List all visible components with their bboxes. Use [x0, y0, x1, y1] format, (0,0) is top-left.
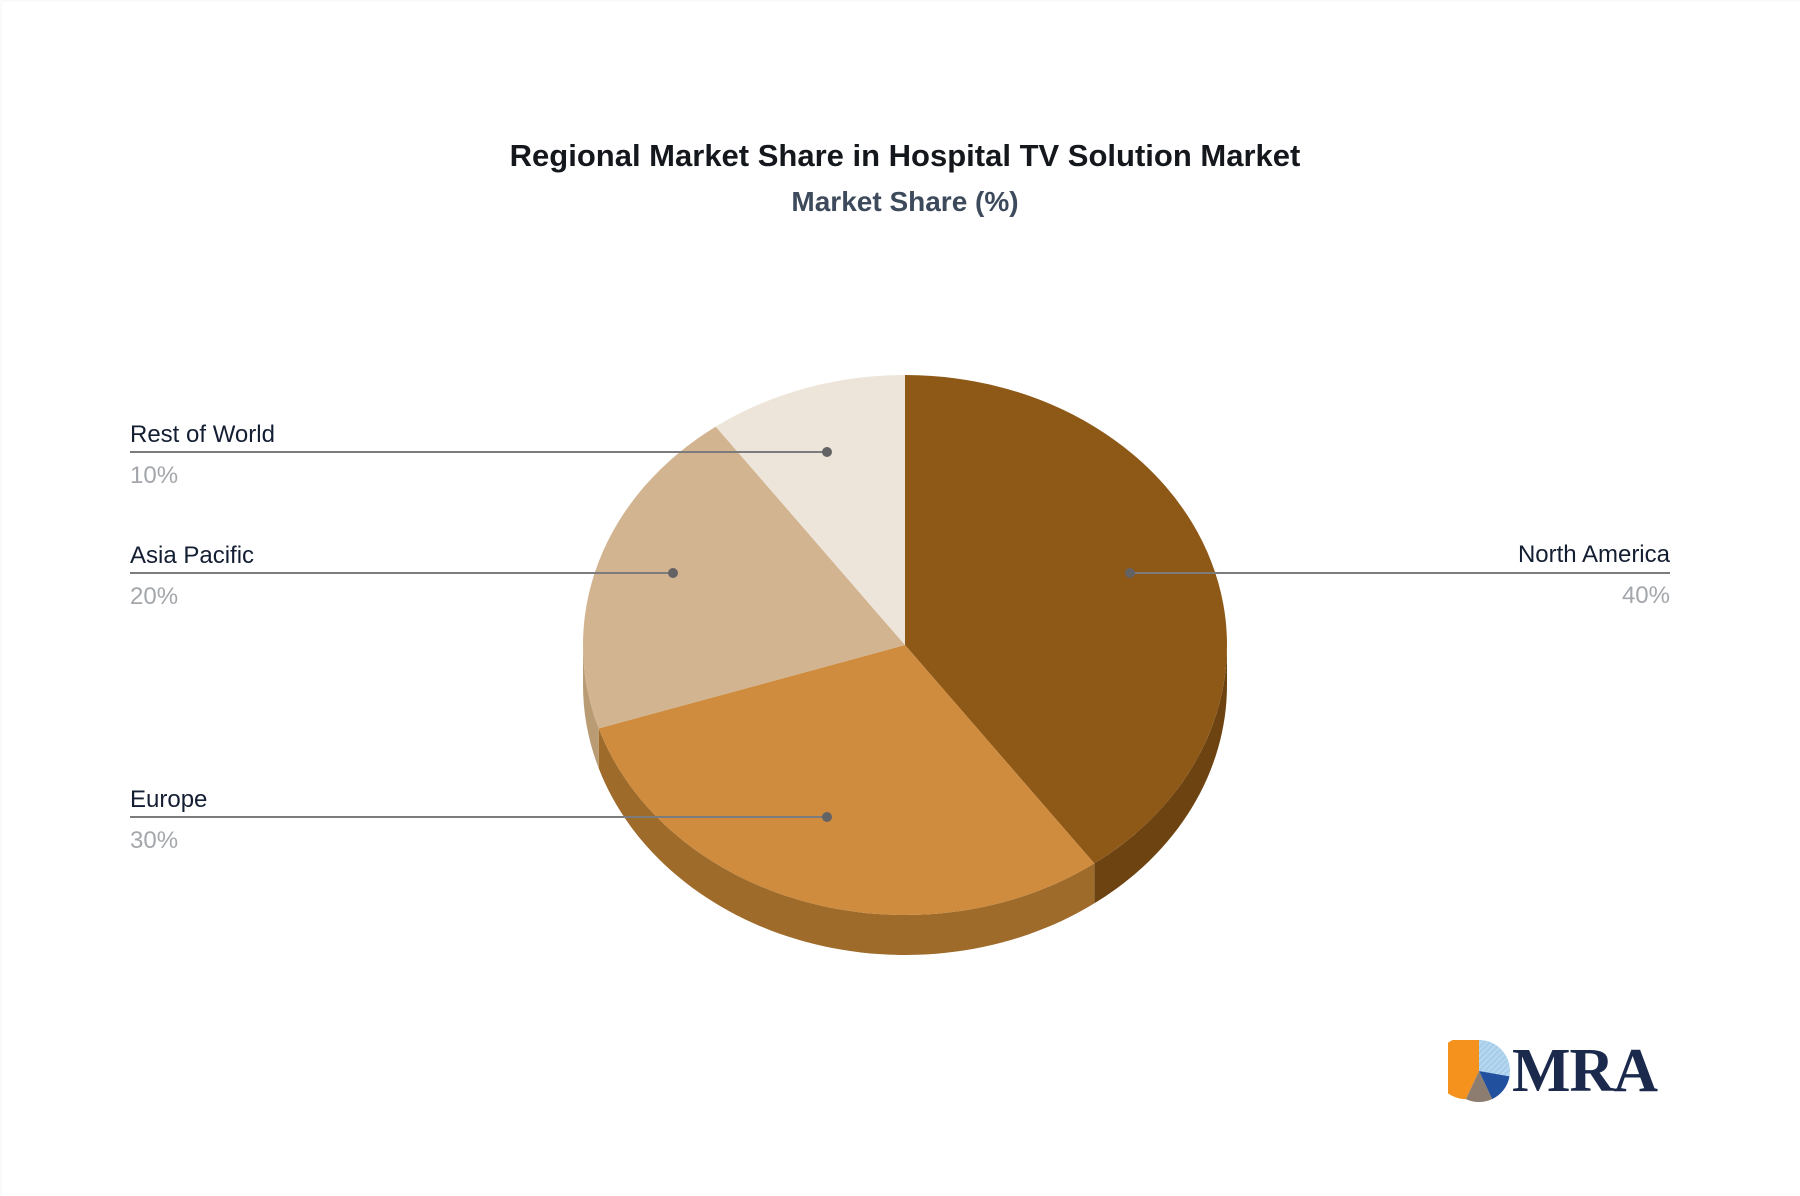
- logo-slice-light-blue: [1479, 1040, 1510, 1077]
- pie-slice-rest-of-world[interactable]: [715, 375, 905, 645]
- pie-chart-logo-icon: [1448, 1040, 1510, 1102]
- leader-dot-asia-pacific: [668, 568, 678, 578]
- pie-slice-side-north-america: [1094, 645, 1227, 904]
- slice-value-text: 40%: [1621, 582, 1670, 609]
- logo-slice-dark-blue: [1479, 1071, 1510, 1100]
- slice-value-text: 30%: [130, 827, 179, 854]
- pie-slice-side-europe: [598, 728, 1095, 955]
- slice-value-text: 20%: [130, 583, 179, 610]
- slice-label-asia-pacific: Asia Pacific 20%: [130, 542, 254, 611]
- slice-label-north-america: North America 40%: [1518, 541, 1670, 610]
- pie-slice-side-asia-pacific: [583, 645, 599, 769]
- logo-slice-orange: [1448, 1040, 1479, 1100]
- chart-subtitle: Market Share (%): [791, 186, 1019, 217]
- slice-label-rest-of-world: Rest of World 10%: [130, 421, 275, 490]
- pie-slice-north-america[interactable]: [905, 375, 1227, 864]
- slice-label-text: Asia Pacific: [130, 542, 255, 569]
- pie-slice-asia-pacific[interactable]: [583, 426, 905, 729]
- pie-slice-europe[interactable]: [598, 645, 1095, 915]
- leader-dot-europe: [822, 812, 832, 822]
- slice-label-europe: Europe 30%: [130, 786, 207, 855]
- leader-dot-rest-of-world: [822, 447, 832, 457]
- slice-label-text: Rest of World: [130, 421, 275, 448]
- mra-logo: MRA: [1448, 1037, 1658, 1105]
- slice-label-text: North America: [1517, 541, 1670, 568]
- slice-value-text: 10%: [130, 462, 179, 489]
- mra-logo-text: MRA: [1512, 1037, 1658, 1105]
- logo-slice-gray: [1465, 1071, 1493, 1102]
- slice-label-text: Europe: [130, 786, 208, 813]
- leader-dot-north-america: [1125, 568, 1135, 578]
- chart-title: Regional Market Share in Hospital TV Sol…: [509, 138, 1301, 173]
